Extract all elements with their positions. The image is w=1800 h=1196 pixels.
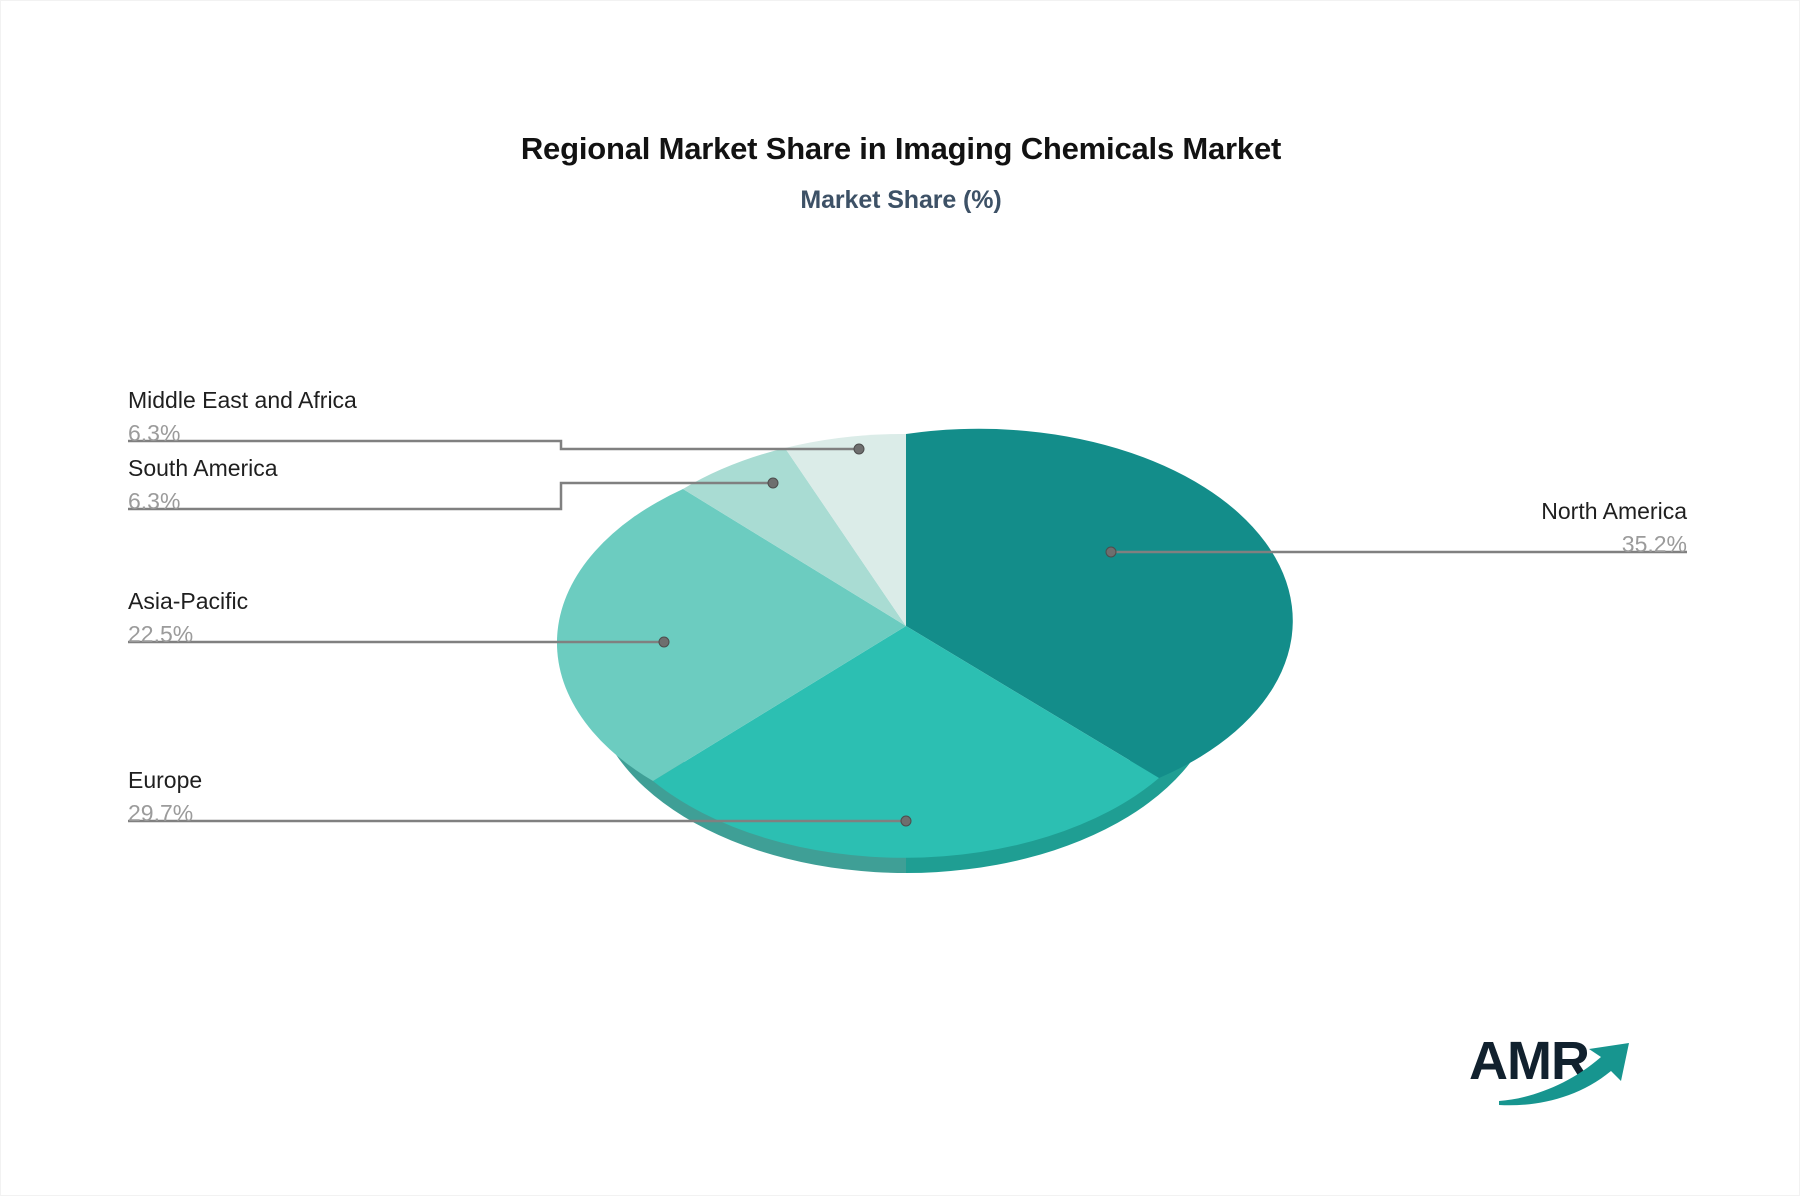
chart-title: Regional Market Share in Imaging Chemica… — [520, 131, 1282, 166]
callout-south-america: South America 6.3% — [128, 454, 278, 516]
callout-north-america: North America 35.2% — [1541, 497, 1687, 559]
pie-slice-north-america[interactable] — [906, 428, 1293, 778]
callout-value-europe: 29.7% — [128, 800, 194, 826]
callout-value-south-america: 6.3% — [128, 488, 181, 514]
leader-dot-south-america — [767, 477, 779, 489]
pie-slice-middle-east-and-africa[interactable] — [785, 433, 906, 626]
callout-name-north-america: North America — [1541, 498, 1687, 524]
chart-subtitle: Market Share (%) — [800, 186, 1002, 214]
callout-name-asia-pacific: Asia-Pacific — [128, 588, 249, 614]
leader-dot-north-america — [1105, 546, 1117, 558]
pie-slices — [556, 428, 1293, 858]
callout-middle-east-and-africa: Middle East and Africa 6.3% — [128, 386, 357, 448]
leader-line-south-america — [128, 481, 773, 511]
callout-asia-pacific: Asia-Pacific 22.5% — [128, 587, 248, 649]
leader-line-middle-east-and-africa — [128, 439, 859, 451]
callout-europe: Europe 29.7% — [128, 766, 202, 828]
callout-name-europe: Europe — [128, 767, 203, 793]
pie-slice-europe[interactable] — [653, 626, 1159, 858]
amr-logo: AMR — [1469, 1029, 1659, 1109]
leader-dot-asia-pacific — [658, 636, 670, 648]
callout-value-asia-pacific: 22.5% — [128, 621, 194, 647]
callout-value-north-america: 35.2% — [1621, 531, 1687, 557]
leader-dot-europe — [900, 815, 912, 827]
callout-name-middle-east-and-africa: Middle East and Africa — [128, 387, 357, 413]
leader-dots — [658, 443, 1117, 827]
callout-name-south-america: South America — [128, 455, 278, 481]
leader-lines — [128, 439, 1687, 823]
amr-arrow-icon — [1499, 1043, 1629, 1106]
pie-slice-asia-pacific[interactable] — [556, 489, 906, 781]
callout-value-middle-east-and-africa: 6.3% — [128, 420, 181, 446]
pie-slice-south-america[interactable] — [683, 448, 906, 626]
leader-dot-middle-east-and-africa — [853, 443, 865, 455]
